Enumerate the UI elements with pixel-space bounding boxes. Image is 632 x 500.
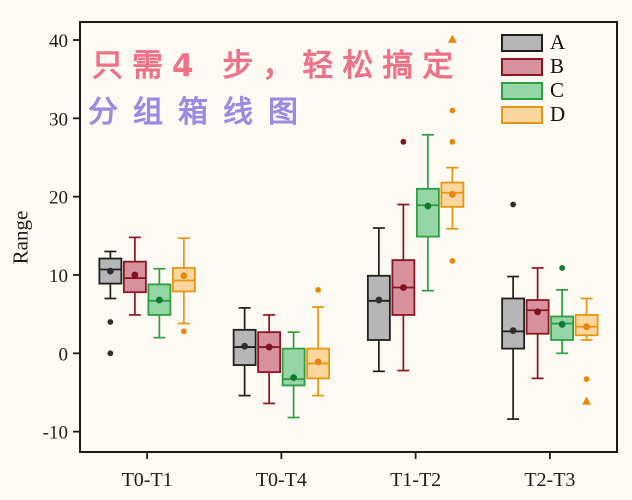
mean-marker-B-T2-T3 (534, 308, 542, 316)
mean-marker-C-T1-T2 (424, 202, 432, 210)
mean-marker-D-T1-T2 (448, 190, 456, 198)
outlier-circle-B-T1-T2 (400, 138, 407, 145)
mean-marker-B-T0-T1 (131, 271, 139, 279)
legend-label-d: D (550, 102, 566, 126)
legend-entry-b: B (501, 54, 565, 78)
legend-swatch-a (501, 33, 543, 52)
y-axis-label-text: Range (8, 210, 33, 264)
legend-entry-c: C (501, 78, 565, 102)
mean-marker-C-T0-T1 (155, 296, 163, 304)
legend-label-c: C (550, 78, 565, 102)
legend-swatch-c (501, 81, 543, 100)
y-tick-label: -10 (43, 423, 68, 444)
x-tick-label: T2-T3 (524, 469, 575, 491)
legend-swatch-b (501, 57, 543, 76)
mean-marker-B-T0-T4 (265, 343, 273, 351)
y-tick-label: 0 (59, 344, 69, 365)
x-tick-label: T0-T4 (256, 469, 307, 491)
mean-marker-A-T0-T4 (241, 342, 249, 350)
x-tick-label: T1-T2 (390, 469, 441, 491)
y-tick-label: 10 (49, 266, 68, 287)
y-tick-label: 40 (49, 31, 68, 52)
outlier-circle-C-T2-T3 (559, 265, 566, 271)
mean-marker-D-T0-T1 (180, 272, 188, 280)
outlier-circle-D-T1-T2 (449, 257, 456, 264)
annotation-line-1: 只需4 步，轻松搞定 (92, 48, 463, 84)
mean-marker-A-T1-T2 (375, 296, 383, 304)
plot-frame (79, 21, 618, 453)
outlier-circle-A-T2-T3 (510, 201, 517, 208)
box-C-T1-T2 (415, 187, 440, 238)
box-B-T0-T4 (257, 331, 282, 374)
mean-marker-A-T0-T1 (106, 267, 114, 275)
legend-entry-d: D (501, 102, 566, 126)
y-tick-label: 20 (49, 188, 68, 209)
x-tick-label: T0-T1 (122, 469, 173, 491)
legend-label-b: B (550, 54, 565, 78)
mean-marker-B-T1-T2 (399, 284, 407, 291)
legend-label-a: A (550, 30, 566, 54)
legend: A B C D (501, 30, 566, 129)
outlier-triangle-D-T1-T2 (447, 34, 457, 43)
mean-marker-C-T2-T3 (558, 320, 566, 328)
mean-marker-C-T0-T4 (290, 374, 298, 381)
outlier-circle-A-T0-T1 (107, 350, 114, 357)
mean-marker-D-T0-T4 (314, 358, 322, 366)
box-A-T1-T2 (366, 274, 391, 341)
annotation-line-2: 分组箱线图 (88, 95, 313, 130)
box-A-T2-T3 (501, 297, 526, 350)
outlier-circle-D-T0-T4 (315, 286, 322, 293)
box-B-T2-T3 (525, 299, 550, 335)
y-tick-label: 30 (49, 109, 68, 130)
mean-marker-D-T2-T3 (583, 323, 591, 331)
outlier-circle-D-T1-T2 (449, 107, 456, 114)
box-C-T0-T4 (281, 347, 306, 387)
mean-marker-A-T2-T3 (509, 327, 517, 334)
outlier-triangle-D-T2-T3 (582, 396, 592, 405)
box-C-T2-T3 (550, 315, 575, 341)
y-axis-label: Range (6, 0, 36, 474)
outlier-circle-D-T2-T3 (583, 376, 590, 383)
legend-entry-a: A (501, 30, 566, 54)
legend-swatch-d (501, 105, 543, 124)
outlier-circle-D-T0-T1 (180, 328, 187, 335)
outlier-circle-D-T1-T2 (449, 138, 456, 145)
outlier-circle-A-T0-T1 (107, 319, 114, 325)
